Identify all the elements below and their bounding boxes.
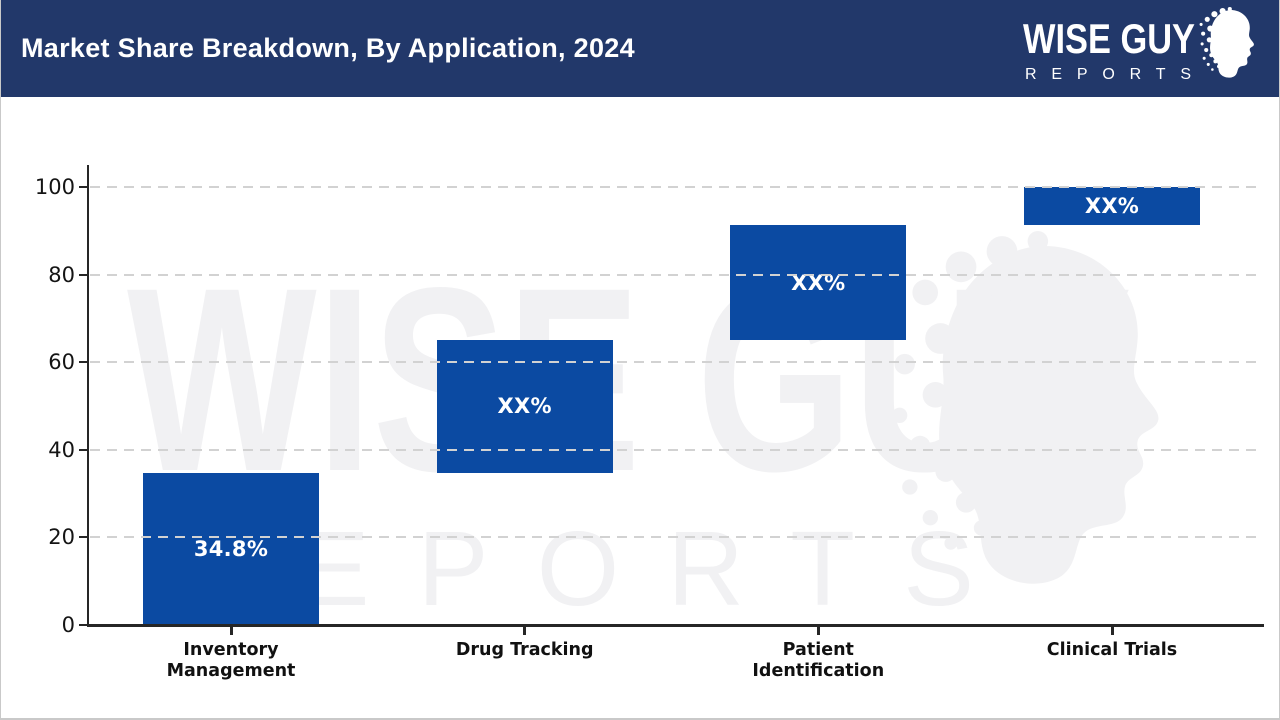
waterfall-bar: XX%: [436, 340, 613, 473]
y-tick-mark: [79, 448, 87, 451]
wise-guy-reports-logo: WISE GUY REPORTS: [1023, 7, 1254, 83]
bar-value-label: XX%: [497, 394, 552, 419]
y-tick-mark: [79, 536, 87, 539]
y-axis-tick-label: 20: [48, 525, 75, 550]
gridline: [90, 536, 1263, 539]
gridline: [90, 361, 1263, 364]
chart-title: Market Share Breakdown, By Application, …: [21, 33, 635, 63]
y-tick-mark: [79, 186, 87, 188]
watermark-head-profile-icon: [886, 231, 1159, 584]
gridline: [90, 186, 1263, 188]
x-tick-mark: [816, 627, 820, 635]
x-axis-category-label: Patient Identification: [752, 640, 885, 681]
logo-subtitle: REPORTS: [1025, 66, 1191, 83]
waterfall-bar: XX%: [1024, 187, 1200, 226]
y-tick-mark: [79, 273, 87, 276]
y-axis-tick-label: 40: [48, 437, 75, 462]
x-axis-category-label: Inventory Management: [166, 640, 296, 681]
y-tick-mark: [79, 361, 87, 364]
x-axis-category-label: Clinical Trials: [1046, 640, 1178, 660]
y-axis-tick-label: 100: [34, 175, 75, 199]
header-band: Market Share Breakdown, By Application, …: [1, 0, 1279, 97]
y-axis-tick-label: 0: [61, 613, 75, 637]
x-axis-category-label: Drug Tracking: [455, 640, 594, 660]
bar-value-label: XX%: [1084, 194, 1140, 219]
gridline: [90, 273, 1263, 276]
waterfall-bar: 34.8%: [143, 472, 319, 625]
x-tick-mark: [229, 627, 233, 635]
gridline: [90, 448, 1263, 451]
x-tick-mark: [1110, 627, 1114, 635]
y-tick-mark: [79, 624, 87, 626]
logo-title: WISE GUY: [1023, 15, 1195, 62]
x-tick-mark: [523, 627, 527, 635]
y-axis-spine: [87, 165, 89, 627]
y-axis-tick-label: 60: [48, 350, 75, 375]
waterfall-bar: XX%: [730, 225, 907, 341]
y-axis-tick-label: 80: [48, 262, 75, 287]
bar-value-label: 34.8%: [193, 536, 269, 561]
dotted-head-profile-icon: [1199, 7, 1254, 78]
x-axis-spine: [87, 624, 1264, 627]
